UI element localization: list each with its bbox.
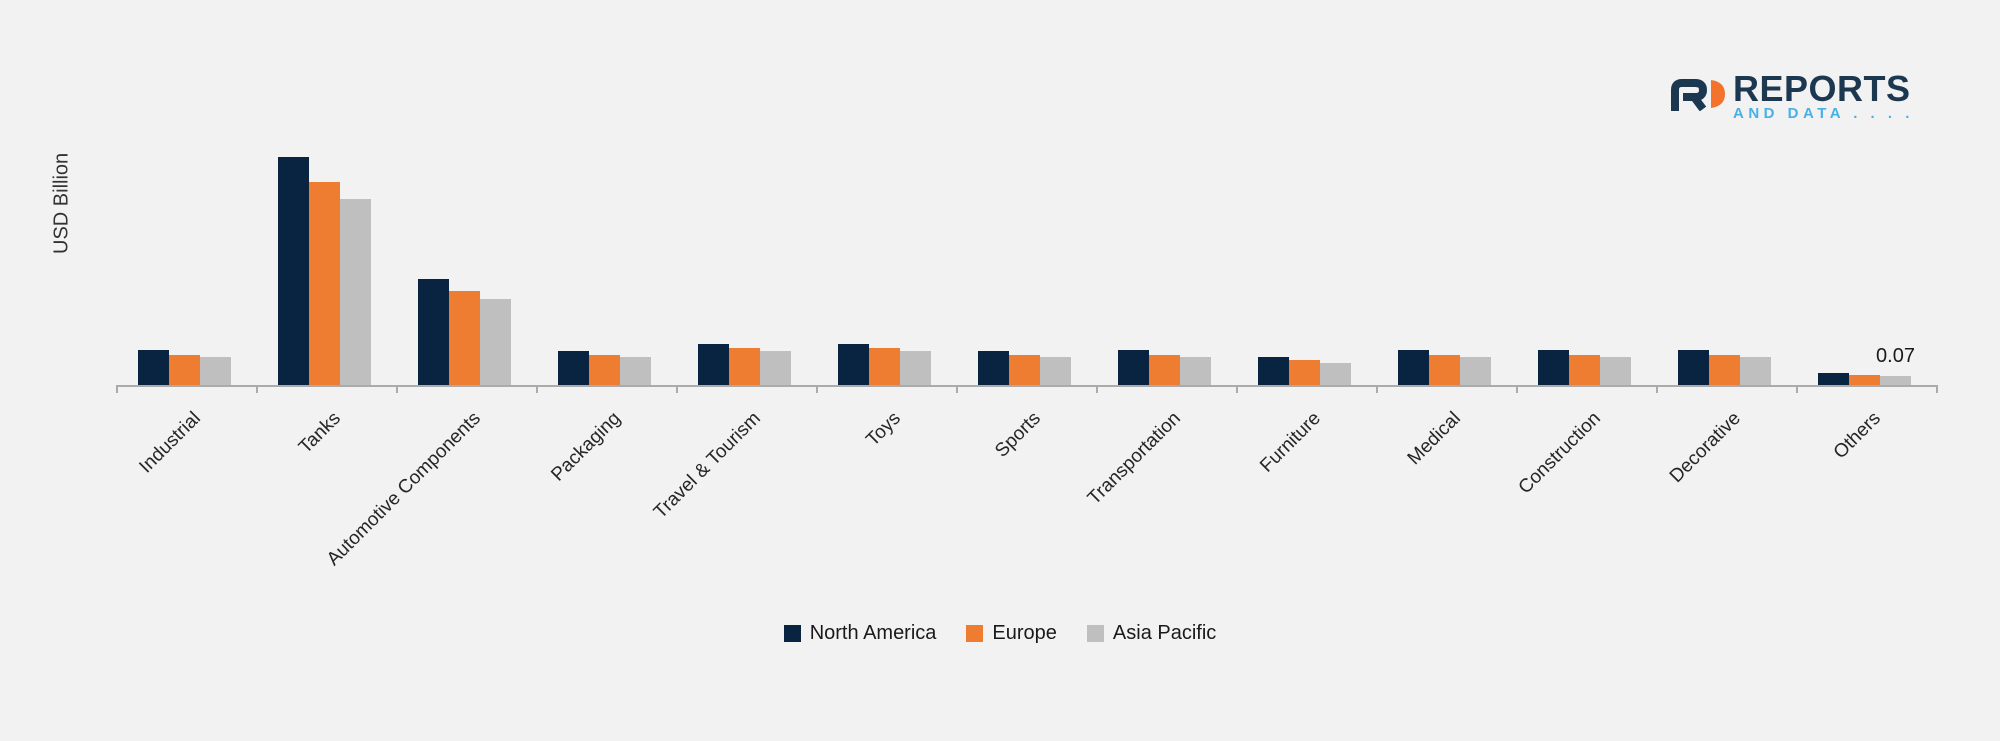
bar-europe-industrial <box>169 355 200 385</box>
bar-north-america-packaging <box>558 351 589 385</box>
legend-item-asia-pacific: Asia Pacific <box>1086 622 1217 645</box>
legend-item-north-america: North America <box>783 622 937 645</box>
bar-europe-travel-tourism <box>729 348 760 385</box>
bar-europe-medical <box>1429 355 1460 385</box>
x-tick-label-construction: Construction <box>1514 408 1605 499</box>
bar-value-label: 0.07 <box>1876 345 1915 367</box>
bar-europe-tanks <box>309 182 340 385</box>
legend-label-europe: Europe <box>992 622 1057 644</box>
bar-asia-pacific-decorative <box>1740 357 1771 385</box>
bar-north-america-tanks <box>278 157 309 385</box>
x-axis-tick <box>676 385 678 393</box>
x-tick-label-industrial: Industrial <box>135 408 205 478</box>
bar-asia-pacific-construction <box>1600 357 1631 385</box>
x-axis-tick <box>1796 385 1798 393</box>
x-axis-tick <box>1236 385 1238 393</box>
bar-europe-construction <box>1569 355 1600 385</box>
x-tick-label-sports: Sports <box>991 408 1045 462</box>
bar-asia-pacific-tanks <box>340 199 371 385</box>
x-tick-label-medical: Medical <box>1403 408 1465 470</box>
bar-north-america-construction <box>1538 350 1569 385</box>
bar-asia-pacific-automotive-components <box>480 299 511 385</box>
bar-asia-pacific-others <box>1880 376 1911 385</box>
bar-asia-pacific-travel-tourism <box>760 351 791 385</box>
reports-and-data-logo: REPORTS AND DATA . . . . <box>1668 68 1914 122</box>
bar-north-america-sports <box>978 351 1009 385</box>
bar-north-america-industrial <box>138 350 169 385</box>
bar-north-america-medical <box>1398 350 1429 385</box>
bar-north-america-toys <box>838 344 869 385</box>
x-axis-line <box>116 385 1936 387</box>
bar-europe-packaging <box>589 355 620 385</box>
bar-europe-automotive-components <box>449 291 480 385</box>
legend-swatch-asia-pacific <box>1086 625 1104 642</box>
x-axis-tick <box>256 385 258 393</box>
x-axis-tick <box>536 385 538 393</box>
legend: North America Europe Asia Pacific <box>0 622 2000 645</box>
x-axis-tick <box>1376 385 1378 393</box>
reports-and-data-logo-icon <box>1671 79 1725 111</box>
x-tick-label-automotive-components: Automotive Components <box>322 408 485 570</box>
bar-north-america-furniture <box>1258 357 1289 385</box>
bar-north-america-transportation <box>1118 350 1149 385</box>
bar-north-america-travel-tourism <box>698 344 729 385</box>
bar-europe-decorative <box>1709 355 1740 385</box>
legend-label-asia-pacific: Asia Pacific <box>1112 622 1217 644</box>
x-tick-label-others: Others <box>1829 408 1885 464</box>
x-tick-label-decorative: Decorative <box>1665 408 1745 488</box>
x-axis-tick <box>1936 385 1938 393</box>
x-tick-label-transportation: Transportation <box>1083 408 1185 509</box>
bar-north-america-others <box>1818 373 1849 385</box>
x-tick-label-toys: Toys <box>862 408 905 451</box>
bar-north-america-decorative <box>1678 350 1709 385</box>
x-axis-tick <box>816 385 818 393</box>
bar-asia-pacific-industrial <box>200 357 231 385</box>
legend-label-north-america: North America <box>809 622 937 644</box>
logo-text: REPORTS AND DATA . . . . <box>1733 68 1914 122</box>
legend-item-europe: Europe <box>966 622 1057 645</box>
legend-swatch-europe <box>966 625 984 642</box>
bar-asia-pacific-medical <box>1460 357 1491 385</box>
bar-europe-transportation <box>1149 355 1180 385</box>
logo-subtitle: AND DATA . . . . <box>1733 105 1914 122</box>
x-axis-tick <box>1516 385 1518 393</box>
bar-asia-pacific-toys <box>900 351 931 385</box>
x-axis-tick <box>1656 385 1658 393</box>
x-axis-tick <box>1096 385 1098 393</box>
x-axis-tick <box>116 385 118 393</box>
bar-europe-furniture <box>1289 360 1320 385</box>
bar-asia-pacific-transportation <box>1180 357 1211 385</box>
bar-asia-pacific-sports <box>1040 357 1071 385</box>
bar-europe-sports <box>1009 355 1040 385</box>
bar-north-america-automotive-components <box>418 279 449 385</box>
legend-swatch-north-america <box>783 625 801 642</box>
x-tick-label-tanks: Tanks <box>294 408 345 458</box>
x-tick-label-travel-tourism: Travel & Tourism <box>649 408 765 523</box>
bar-europe-others <box>1849 375 1880 385</box>
x-tick-label-furniture: Furniture <box>1256 408 1325 477</box>
x-axis-tick <box>396 385 398 393</box>
bar-asia-pacific-packaging <box>620 357 651 385</box>
x-axis-tick <box>956 385 958 393</box>
bar-europe-toys <box>869 348 900 385</box>
x-tick-label-packaging: Packaging <box>547 408 625 486</box>
bar-asia-pacific-furniture <box>1320 363 1351 385</box>
logo-title: REPORTS <box>1733 68 1911 109</box>
